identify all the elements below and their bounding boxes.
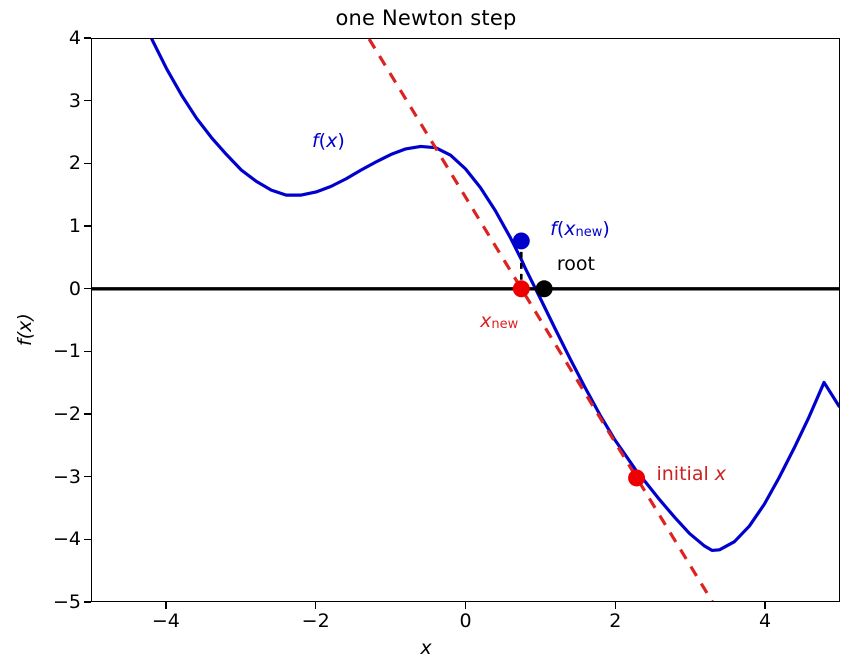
y-tick-mark — [84, 475, 91, 478]
y-tick-label: 4 — [68, 27, 81, 49]
y-tick-mark — [84, 37, 91, 39]
y-tick-label: −3 — [52, 465, 81, 488]
x-tick-mark — [614, 602, 617, 609]
annotation-xnew: xnew — [480, 310, 519, 333]
root-point — [535, 280, 553, 298]
x-axis-label: x — [420, 637, 432, 659]
y-tick-label: −4 — [52, 528, 81, 551]
y-tick-mark — [84, 225, 91, 227]
y-tick-label: 2 — [68, 152, 81, 175]
chart-title: one Newton step — [335, 6, 517, 30]
initial-x-point — [628, 469, 646, 487]
x-tick-mark — [165, 602, 167, 609]
y-tick-label: −1 — [52, 340, 81, 363]
y-tick-label: −2 — [52, 403, 81, 425]
y-axis-label: f(x) — [14, 313, 36, 346]
x-tick-label: 2 — [609, 610, 622, 632]
x-tick-label: 0 — [459, 610, 472, 632]
series-group — [92, 39, 839, 601]
tangent-line — [367, 39, 714, 601]
plot-canvas — [92, 39, 839, 601]
annotation-initial-x: initial x — [656, 462, 727, 485]
y-tick-mark — [84, 413, 91, 415]
x-tick-mark — [764, 602, 766, 609]
x-tick-mark — [464, 602, 467, 609]
y-tick-label: 1 — [68, 215, 81, 237]
annotation-fx-curve: f(x) — [311, 130, 345, 153]
x-new-point — [512, 280, 530, 298]
f-x-new-point — [512, 232, 530, 250]
markers-group — [512, 232, 646, 487]
y-tick-label: 0 — [68, 277, 81, 300]
x-tick-label: 4 — [759, 610, 772, 632]
y-tick-mark — [84, 538, 91, 541]
y-tick-mark — [84, 162, 91, 165]
x-tick-label: −2 — [301, 610, 330, 632]
y-tick-mark — [84, 350, 91, 353]
y-tick-mark — [84, 99, 91, 102]
x-tick-mark — [314, 602, 317, 609]
annotation-fxnew: f(xnew) — [550, 218, 610, 241]
y-tick-mark — [84, 601, 91, 603]
y-tick-label: 3 — [68, 89, 81, 112]
x-tick-label: −4 — [151, 610, 180, 632]
curve-fx — [150, 39, 839, 553]
y-tick-label: −5 — [52, 591, 81, 613]
plot-axes — [91, 38, 840, 602]
annotation-root: root — [556, 252, 595, 275]
y-tick-mark — [84, 287, 91, 290]
